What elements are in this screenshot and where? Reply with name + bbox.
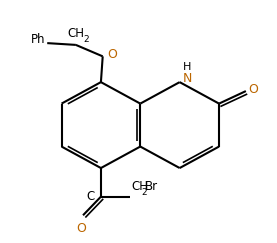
Text: O: O bbox=[76, 222, 86, 235]
Text: CH: CH bbox=[131, 180, 148, 193]
Text: N: N bbox=[183, 72, 192, 85]
Text: Ph: Ph bbox=[31, 33, 45, 46]
Text: O: O bbox=[248, 83, 258, 96]
Text: CH: CH bbox=[67, 27, 84, 40]
Text: C: C bbox=[86, 190, 94, 203]
Text: 2: 2 bbox=[83, 35, 89, 44]
Text: H: H bbox=[183, 62, 191, 72]
Text: Br: Br bbox=[145, 180, 158, 193]
Text: O: O bbox=[107, 48, 117, 61]
Text: 2: 2 bbox=[142, 188, 147, 197]
